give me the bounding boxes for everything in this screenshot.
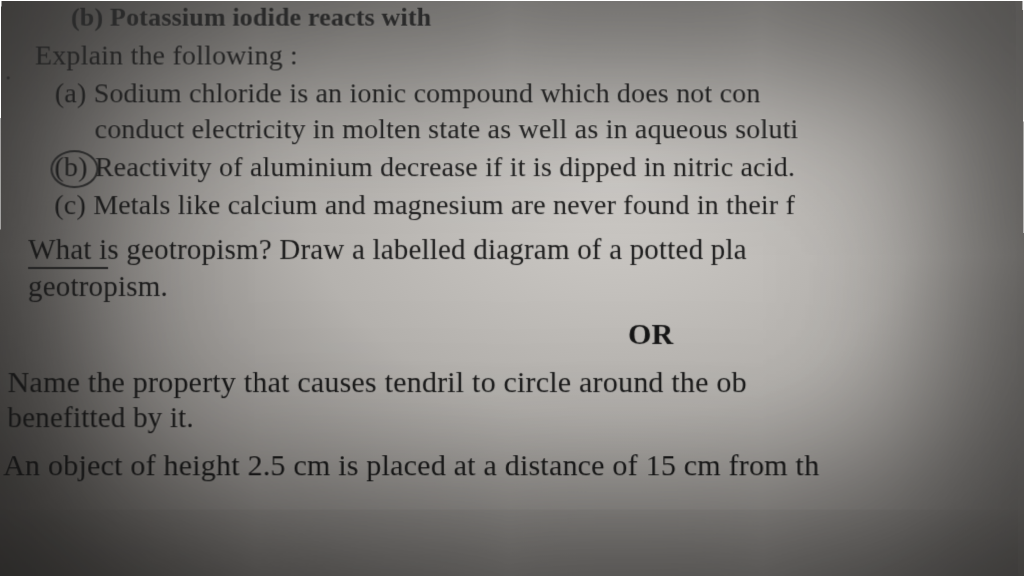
item-a-line1: (a) Sodium chloride is an ionic compound… xyxy=(55,78,1023,110)
item-c-line: (c) Metals like calcium and magnesium ar… xyxy=(54,190,1023,222)
geotropism-question: What is geotropism? Draw a labelled diag… xyxy=(28,234,1024,267)
item-b-text: (b) Reactivity of aluminium decrease if … xyxy=(54,152,795,183)
list-bullet: . xyxy=(5,57,12,87)
geotropism-line2: geotropism. xyxy=(28,271,1024,304)
geotropism-text: What is geotropism? Draw a labelled diag… xyxy=(28,234,747,266)
tendril-question-line1: Name the property that causes tendril to… xyxy=(8,366,1024,400)
or-separator: OR xyxy=(628,318,1024,352)
tendril-question-line2: benefitted by it. xyxy=(7,402,1024,435)
item-a-line2: conduct electricity in molten state as w… xyxy=(95,114,1024,146)
page-content: . (b) Potassium iodide reacts with Expla… xyxy=(0,1,1024,484)
underline-what xyxy=(28,267,108,269)
prev-b-line: (b) Potassium iodide reacts with xyxy=(71,1,1023,33)
object-question: An object of height 2.5 cm is placed at … xyxy=(3,449,1024,483)
item-b-line: (b) Reactivity of aluminium decrease if … xyxy=(54,152,1023,184)
scanned-page: . (b) Potassium iodide reacts with Expla… xyxy=(0,1,1024,576)
explain-heading: Explain the following : xyxy=(35,41,1023,73)
